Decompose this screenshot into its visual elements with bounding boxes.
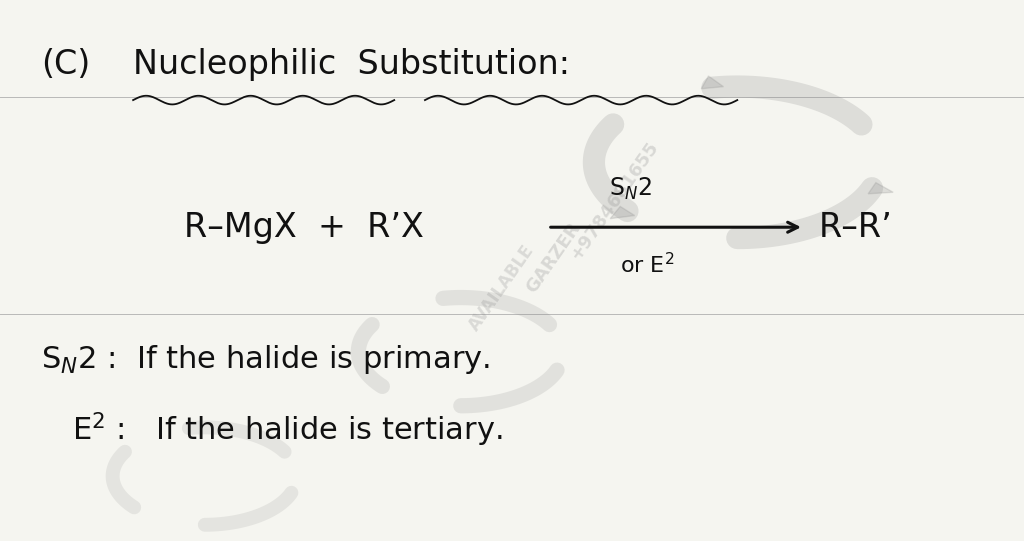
Text: +9784681655: +9784681655 xyxy=(567,138,662,263)
Text: AVAILABLE: AVAILABLE xyxy=(466,241,538,334)
Text: or E$^2$: or E$^2$ xyxy=(620,253,674,278)
Text: (C): (C) xyxy=(41,49,90,81)
Text: E$^2$ :   If the halide is tertiary.: E$^2$ : If the halide is tertiary. xyxy=(72,411,502,450)
Text: GARZER: GARZER xyxy=(522,219,584,296)
Text: R–R’: R–R’ xyxy=(819,211,893,243)
Text: S$_N$2 :  If the halide is primary.: S$_N$2 : If the halide is primary. xyxy=(41,344,489,376)
Text: S$_N$2: S$_N$2 xyxy=(609,176,652,202)
Polygon shape xyxy=(868,183,893,194)
Text: R–MgX  +  R’X: R–MgX + R’X xyxy=(184,211,424,243)
Polygon shape xyxy=(701,76,724,89)
Polygon shape xyxy=(610,207,635,219)
Text: Nucleophilic  Substitution:: Nucleophilic Substitution: xyxy=(133,49,570,81)
